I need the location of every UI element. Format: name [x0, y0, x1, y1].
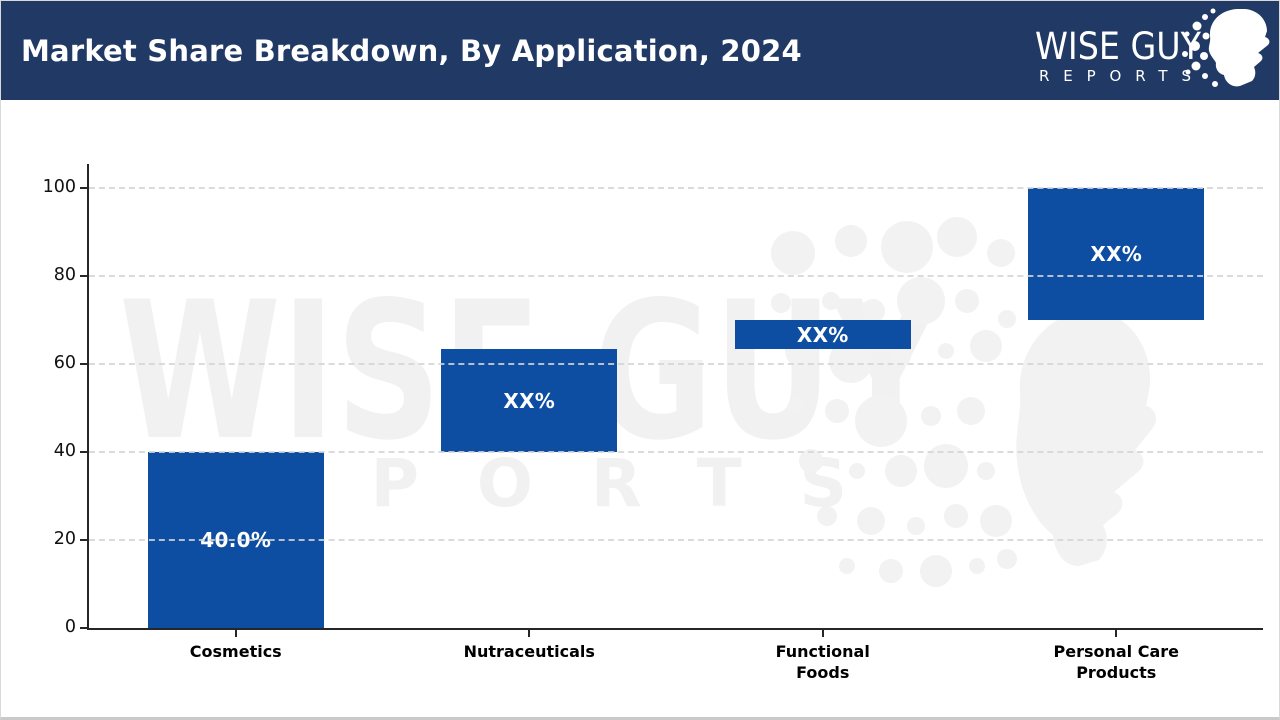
wise-guy-reports-logo: WISE GUY REPORTS — [1035, 8, 1270, 87]
y-axis-line — [87, 164, 89, 630]
y-tick-mark-40 — [80, 451, 88, 453]
header-bar: Market Share Breakdown, By Application, … — [1, 1, 1279, 100]
y-tick-mark-60 — [80, 363, 88, 365]
y-axis-tick-label-20: 20 — [53, 529, 76, 549]
y-axis-tick-label-0: 0 — [64, 617, 76, 637]
page-title: Market Share Breakdown, By Application, … — [21, 33, 802, 68]
bar-nutraceuticals: XX% — [441, 349, 618, 452]
gridline-y20 — [89, 539, 1263, 541]
y-tick-mark-80 — [80, 275, 88, 277]
y-axis-tick-label-60: 60 — [53, 353, 76, 373]
logo-brand-text: WISE GUY — [1035, 25, 1201, 68]
gridline-y40 — [89, 451, 1263, 453]
x-tick-mark-cosmetics — [234, 630, 237, 637]
x-tick-mark-personal-care-products — [1115, 630, 1118, 637]
gridline-y80 — [89, 275, 1263, 277]
x-axis-label-functional-foods: Functional Foods — [775, 642, 870, 682]
bar-value-label-personal-care-products: XX% — [1090, 242, 1143, 266]
y-axis-tick-label-80: 80 — [53, 265, 76, 285]
x-axis-label-personal-care-products: Personal Care Products — [1053, 642, 1179, 682]
bar-value-label-functional-foods: XX% — [796, 322, 849, 347]
y-tick-mark-0 — [80, 627, 88, 629]
x-axis-line — [87, 628, 1263, 630]
x-tick-mark-functional-foods — [821, 630, 824, 637]
y-axis-tick-label-100: 100 — [42, 177, 76, 197]
x-axis-label-cosmetics: Cosmetics — [189, 642, 282, 661]
x-axis-label-nutraceuticals: Nutraceuticals — [463, 642, 595, 661]
bar-value-label-nutraceuticals: XX% — [503, 388, 556, 413]
gridline-y100 — [89, 187, 1263, 189]
y-tick-mark-20 — [80, 539, 88, 541]
bar-personal-care-products: XX% — [1028, 188, 1205, 320]
bar-functional-foods: XX% — [734, 320, 911, 350]
y-tick-mark-100 — [80, 187, 88, 189]
gridline-y60 — [89, 363, 1263, 365]
logo-face-icon — [1182, 8, 1270, 87]
x-tick-mark-nutraceuticals — [528, 630, 531, 637]
y-axis-tick-label-40: 40 — [53, 441, 76, 461]
